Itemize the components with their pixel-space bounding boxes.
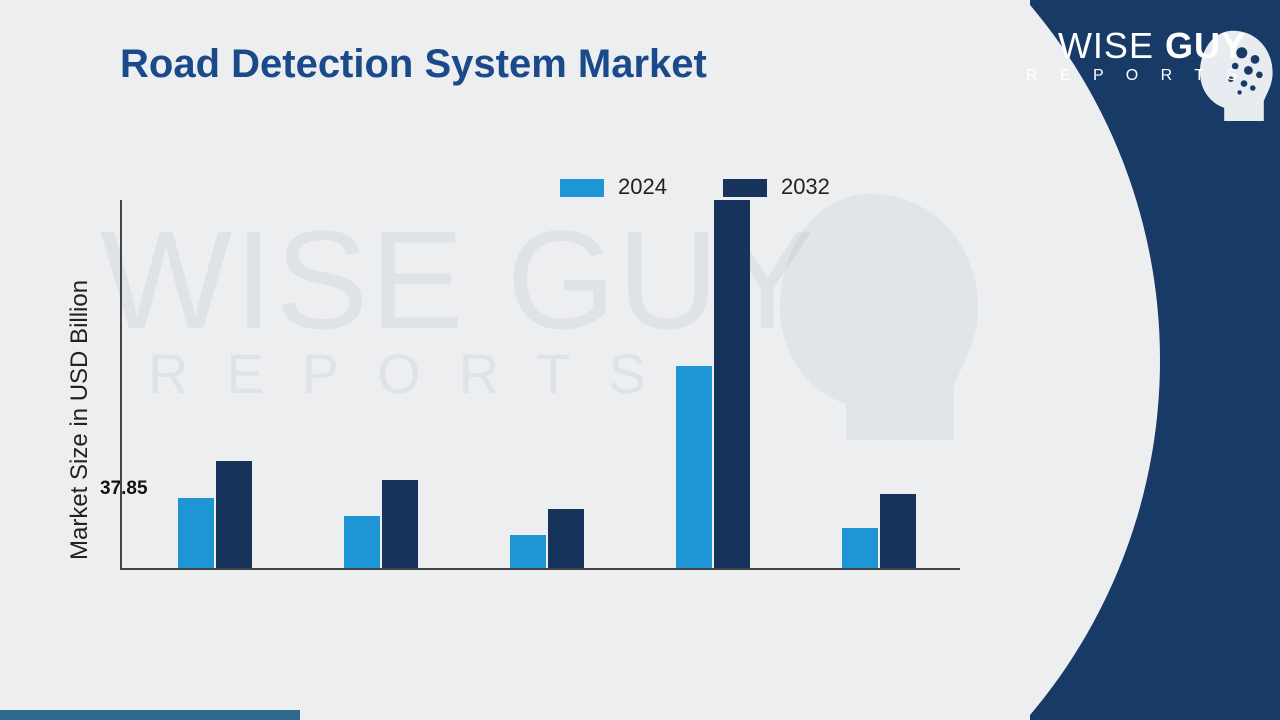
brand-reports: R E P O R T S (1026, 68, 1246, 84)
bar-2032 (382, 480, 418, 568)
bar-2032 (880, 494, 916, 568)
bottom-accent (0, 710, 300, 720)
bar-2032 (216, 461, 252, 568)
brand-wise: WISE (1058, 25, 1154, 66)
bar-2024 (842, 528, 878, 568)
legend-swatch-2024 (560, 179, 604, 197)
legend-label-2024: 2024 (618, 174, 667, 199)
legend: 2024 2032 (560, 174, 830, 200)
bar-2024 (344, 516, 380, 568)
brand-logo: WISE GUY R E P O R T S (1026, 28, 1246, 84)
bar-2024 (676, 366, 712, 568)
legend-item-2032: 2032 (723, 174, 830, 200)
page: WISE GUY REPORTS WISE GUY R E P O R T S … (0, 0, 1280, 720)
y-axis-label: Market Size in USD Billion (66, 280, 94, 560)
chart-area: NORTHAMERICAEUROPESOUTHAMERICAASIAPACIFI… (120, 200, 960, 570)
bar-2032 (714, 200, 750, 568)
bar-2032 (548, 509, 584, 568)
y-axis (120, 200, 122, 570)
bar-2024 (510, 535, 546, 568)
bar-2024 (178, 498, 214, 568)
legend-swatch-2032 (723, 179, 767, 197)
chart-title: Road Detection System Market (120, 42, 707, 87)
x-axis (120, 568, 960, 570)
legend-item-2024: 2024 (560, 174, 667, 200)
brand-guy: GUY (1165, 25, 1246, 66)
legend-label-2032: 2032 (781, 174, 830, 199)
